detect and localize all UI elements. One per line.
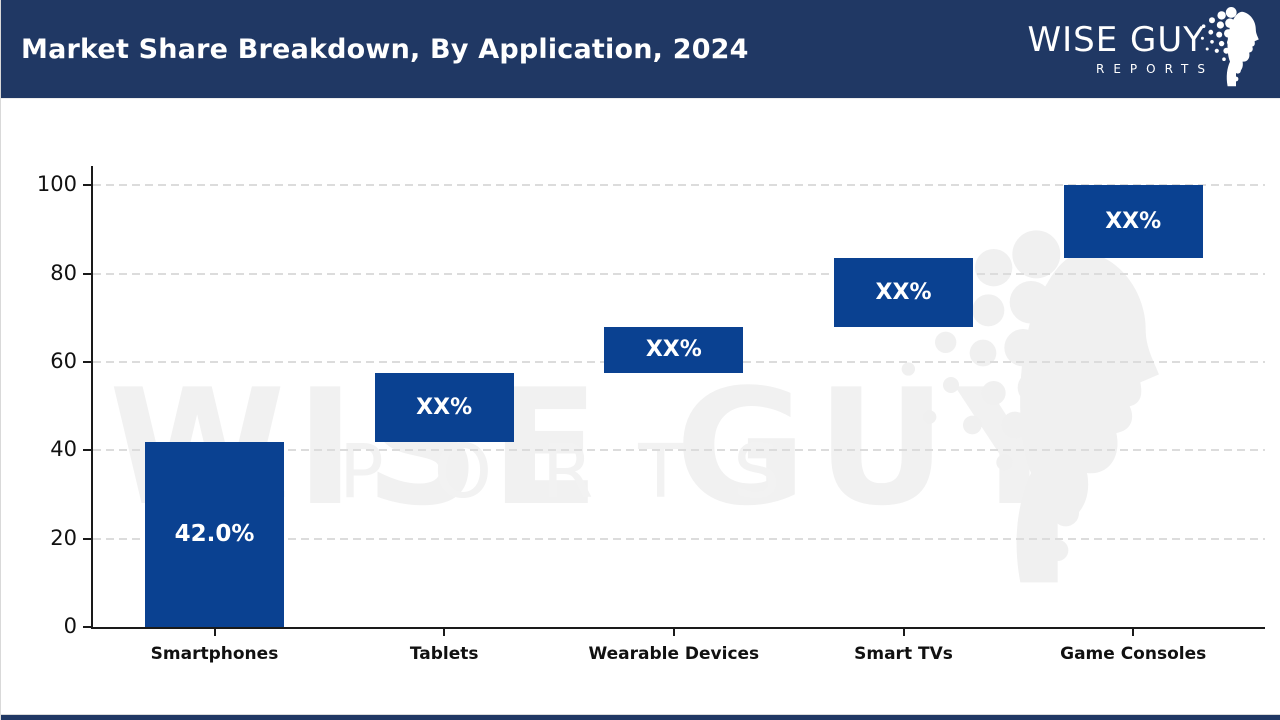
x-axis-category-label: Tablets <box>409 644 479 664</box>
bar-value-label: XX% <box>416 394 473 420</box>
x-axis-category-label: Smart TVs <box>854 644 953 664</box>
y-axis-tick <box>83 626 91 628</box>
chart-area: WISE GUY REPORTS 0 20 40 60 80 100 42.0% Smartp… <box>1 98 1280 715</box>
dotted-head-icon <box>1200 7 1259 87</box>
bar-wearable-devices: XX% <box>604 326 744 374</box>
y-axis-tick <box>83 449 91 452</box>
y-axis-tick-label: 20 <box>50 525 77 550</box>
x-axis-category-label: Smartphones <box>150 644 279 664</box>
gridline <box>93 449 1265 452</box>
gridline <box>93 272 1265 275</box>
x-axis-tick <box>672 629 675 636</box>
gridline <box>93 184 1265 187</box>
gridline <box>93 537 1265 540</box>
wise-guy-logo: WISE GUY REPORTS <box>1027 7 1267 91</box>
bar-tablets: XX% <box>374 373 514 442</box>
bar-game-consoles: XX% <box>1063 185 1203 259</box>
y-axis-tick-label: 40 <box>50 437 77 462</box>
page-title: Market Share Breakdown, By Application, … <box>21 33 749 65</box>
x-axis-tick <box>443 629 446 636</box>
x-axis-category-label: Game Consoles <box>1060 644 1207 664</box>
x-axis-category-label: Wearable Devices <box>588 644 760 664</box>
bar-smartphones: 42.0% <box>145 441 284 627</box>
y-axis-tick <box>83 184 91 187</box>
bar-value-label: XX% <box>645 337 702 363</box>
logo-subtitle: REPORTS <box>1095 62 1214 76</box>
x-axis-tick <box>213 629 216 636</box>
bar-value-label: 42.0% <box>174 521 255 548</box>
y-axis-tick-label: 80 <box>50 260 77 285</box>
y-axis-tick <box>83 537 91 540</box>
x-axis-tick <box>1132 629 1135 636</box>
footer-bar <box>1 715 1280 720</box>
y-axis-tick-label: 100 <box>36 172 77 197</box>
plot-area: 0 20 40 60 80 100 42.0% Smartphones XX% Tablets XX… <box>37 166 1265 664</box>
bar-value-label: XX% <box>1105 209 1162 235</box>
y-axis-tick <box>83 272 91 275</box>
header: Market Share Breakdown, By Application, … <box>1 0 1280 98</box>
x-axis-tick <box>902 629 905 636</box>
y-axis-tick-label: 60 <box>50 349 77 374</box>
bar-value-label: XX% <box>875 280 932 305</box>
logo-wordmark: WISE GUY <box>1027 20 1205 60</box>
y-axis-tick <box>83 361 91 364</box>
y-axis-tick-label: 0 <box>63 614 77 639</box>
bar-smart-tvs: XX% <box>834 258 973 327</box>
logo-text: WISE GUY REPORTS <box>1027 23 1205 75</box>
